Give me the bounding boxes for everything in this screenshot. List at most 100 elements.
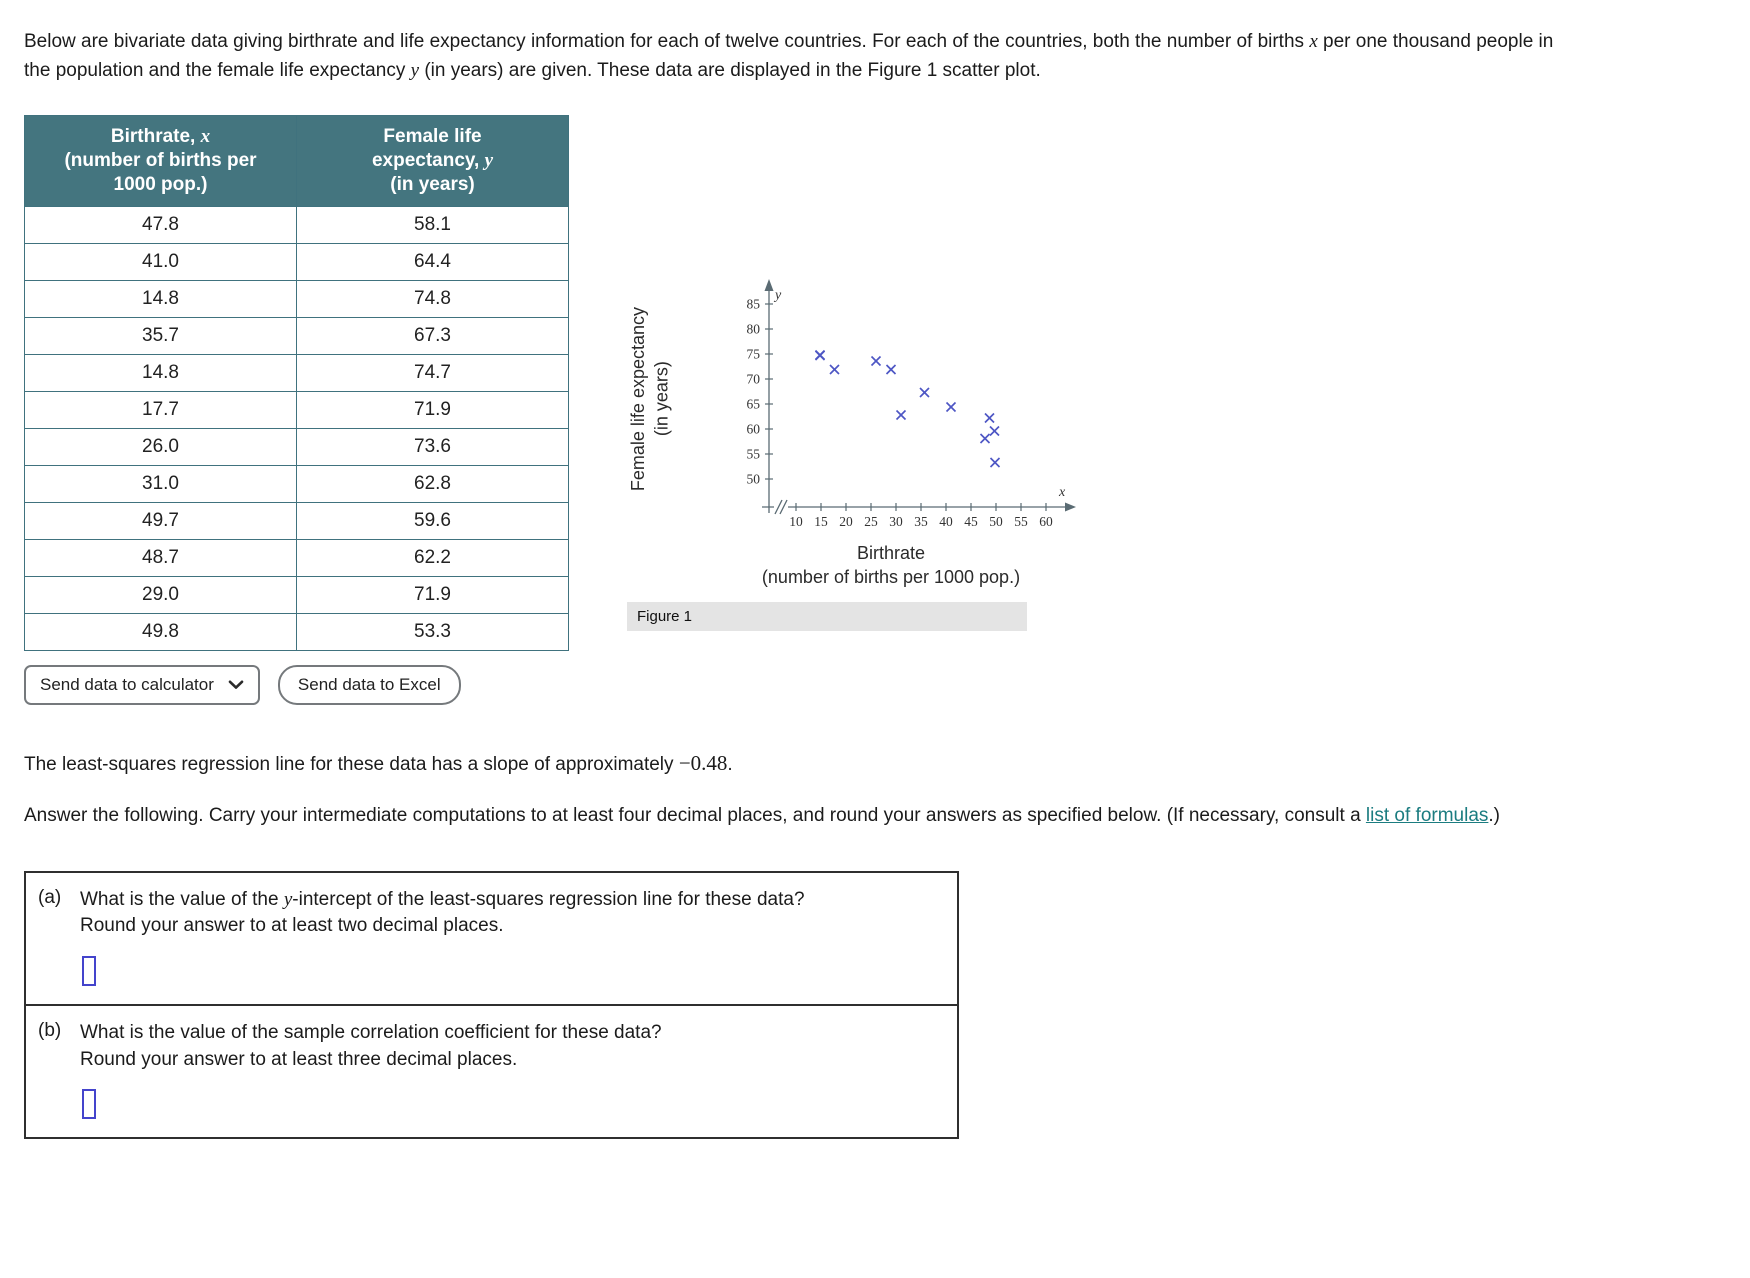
instructions-text-1: Answer the following. Carry your interme… <box>24 805 1366 827</box>
send-data-to-calculator-button[interactable]: Send data to calculator <box>24 665 260 706</box>
table-cell: 35.7 <box>24 317 297 356</box>
x-axis-arrow <box>1064 502 1076 512</box>
x-tick-label: 50 <box>989 514 1003 529</box>
col1-header-line2: (number of births per <box>64 150 257 172</box>
data-point <box>870 355 881 367</box>
table-row: 47.8 58.1 <box>24 206 569 245</box>
data-and-chart-row: Birthrate, x (number of births per 1000 … <box>24 114 1726 706</box>
table-cell: 31.0 <box>24 465 297 504</box>
table-row: 41.0 64.4 <box>24 243 569 282</box>
calculator-button-label: Send data to calculator <box>40 675 214 695</box>
question-b-row: (b) What is the value of the sample corr… <box>38 1020 943 1123</box>
intro-text-3: (in years) are given. These data are dis… <box>419 59 1041 81</box>
col1-header-line3: 1000 pop.) <box>113 174 208 196</box>
excel-button-label: Send data to Excel <box>297 675 441 695</box>
table-row: 26.0 73.6 <box>24 428 569 467</box>
data-point <box>984 412 995 424</box>
x-tick-label: 30 <box>889 514 903 529</box>
table-row: 49.7 59.6 <box>24 502 569 541</box>
math-var-y: y <box>410 59 420 81</box>
table-cell: 64.4 <box>296 243 569 282</box>
table-cell: 67.3 <box>296 317 569 356</box>
y-tick-label: 70 <box>746 372 760 387</box>
x-tick-label: 15 <box>814 514 828 529</box>
answer-input-b[interactable] <box>82 1089 96 1120</box>
col1-header-text: Birthrate, <box>110 126 201 147</box>
col2-header-text: expectancy, <box>371 150 485 172</box>
col2-header-line1: Female life <box>383 126 482 147</box>
question-a-row: (a) What is the value of the y-intercept… <box>38 887 943 990</box>
table-cell: 62.8 <box>296 465 569 504</box>
y-tick-label: 75 <box>746 347 760 362</box>
table-cell: 47.8 <box>24 206 297 245</box>
table-cell: 73.6 <box>296 428 569 467</box>
answer-input-a[interactable] <box>82 956 96 987</box>
question-a-text-1: What is the value of the <box>80 888 284 910</box>
x-tick-label: 20 <box>839 514 853 529</box>
table-cell: 14.8 <box>24 354 297 393</box>
x-tick-label: 40 <box>939 514 953 529</box>
table-buttons-row: Send data to calculator Send data to Exc… <box>24 665 569 706</box>
x-axis-label-line1: Birthrate <box>856 543 926 563</box>
y-tick-label: 50 <box>746 472 760 487</box>
data-point <box>814 350 825 361</box>
x-tick-label: 10 <box>789 514 803 529</box>
intro-text-2: per one thousand people in the populatio… <box>24 31 1554 81</box>
question-a-body: What is the value of the y-intercept of … <box>80 887 805 990</box>
question-a-var: y <box>283 888 293 910</box>
slope-text: The least-squares regression line for th… <box>24 754 679 776</box>
y-axis-symbol: y <box>773 288 782 303</box>
send-data-to-excel-button[interactable]: Send data to Excel <box>277 665 461 706</box>
axis-tick-labels: 10 15 20 25 30 35 40 45 50 55 60 50 55 60 65 70 75 80 85 <box>746 297 1053 530</box>
chevron-down-icon <box>228 680 244 690</box>
x-tick-label: 25 <box>864 514 878 529</box>
y-tick-label: 55 <box>746 447 760 462</box>
table-cell: 29.0 <box>24 576 297 615</box>
data-point <box>919 387 930 398</box>
question-b-section: (b) What is the value of the sample corr… <box>26 1004 957 1137</box>
table-column: Birthrate, x (number of births per 1000 … <box>24 114 569 706</box>
data-point <box>989 425 1000 437</box>
data-table: Birthrate, x (number of births per 1000 … <box>24 114 569 652</box>
data-point <box>829 364 840 375</box>
intro-text-1: Below are bivariate data giving birthrat… <box>24 31 1310 52</box>
x-tick-label: 60 <box>1039 514 1053 529</box>
y-tick-label: 85 <box>746 297 760 312</box>
y-axis-label: Female life expectancy (in years) <box>627 307 674 491</box>
question-b-label: (b) <box>38 1020 62 1042</box>
question-b-text: What is the value of the sample correlat… <box>80 1022 662 1044</box>
instructions-paragraph: Answer the following. Carry your interme… <box>24 802 1554 831</box>
table-row: 48.7 62.2 <box>24 539 569 578</box>
slope-value: −0.48 <box>678 751 728 776</box>
intro-paragraph: Below are bivariate data giving birthrat… <box>24 28 1569 85</box>
axis-break-mark <box>774 499 783 515</box>
axis-break-mask <box>773 500 788 514</box>
x-tick-label: 35 <box>914 514 928 529</box>
table-cell: 58.1 <box>296 206 569 245</box>
col1-header-var: x <box>200 126 211 147</box>
y-tick-label: 80 <box>746 322 760 337</box>
table-row: 49.8 53.3 <box>24 613 569 652</box>
data-point <box>885 364 896 375</box>
col-header-birthrate: Birthrate, x (number of births per 1000 … <box>24 114 297 208</box>
col-header-life-expectancy: Female life expectancy, y (in years) <box>296 114 569 208</box>
x-axis-symbol: x <box>1058 485 1066 500</box>
table-row: 35.7 67.3 <box>24 317 569 356</box>
question-a-text-2: -intercept of the least-squares regressi… <box>292 888 805 910</box>
question-b-body: What is the value of the sample correlat… <box>80 1020 662 1123</box>
y-axis-label-line1: Female life expectancy <box>628 306 648 492</box>
data-point <box>945 401 956 413</box>
question-a-text: What is the value of the y-intercept of … <box>80 887 805 914</box>
col2-header-var: y <box>484 150 494 172</box>
table-cell: 62.2 <box>296 539 569 578</box>
col2-header-line3: (in years) <box>390 174 475 196</box>
x-axis-label: Birthrate (number of births per 1000 pop… <box>685 541 1097 590</box>
list-of-formulas-link[interactable]: list of formulas <box>1365 805 1489 827</box>
table-cell: 41.0 <box>24 243 297 282</box>
x-axis-label-line2: (number of births per 1000 pop.) <box>761 567 1021 588</box>
figure-caption: Figure 1 <box>627 601 1027 631</box>
scatter-points <box>814 349 1000 468</box>
question-b-round-text: Round your answer to at least three deci… <box>80 1048 518 1070</box>
data-point <box>895 409 906 421</box>
instructions-text-2: .) <box>1488 805 1501 827</box>
